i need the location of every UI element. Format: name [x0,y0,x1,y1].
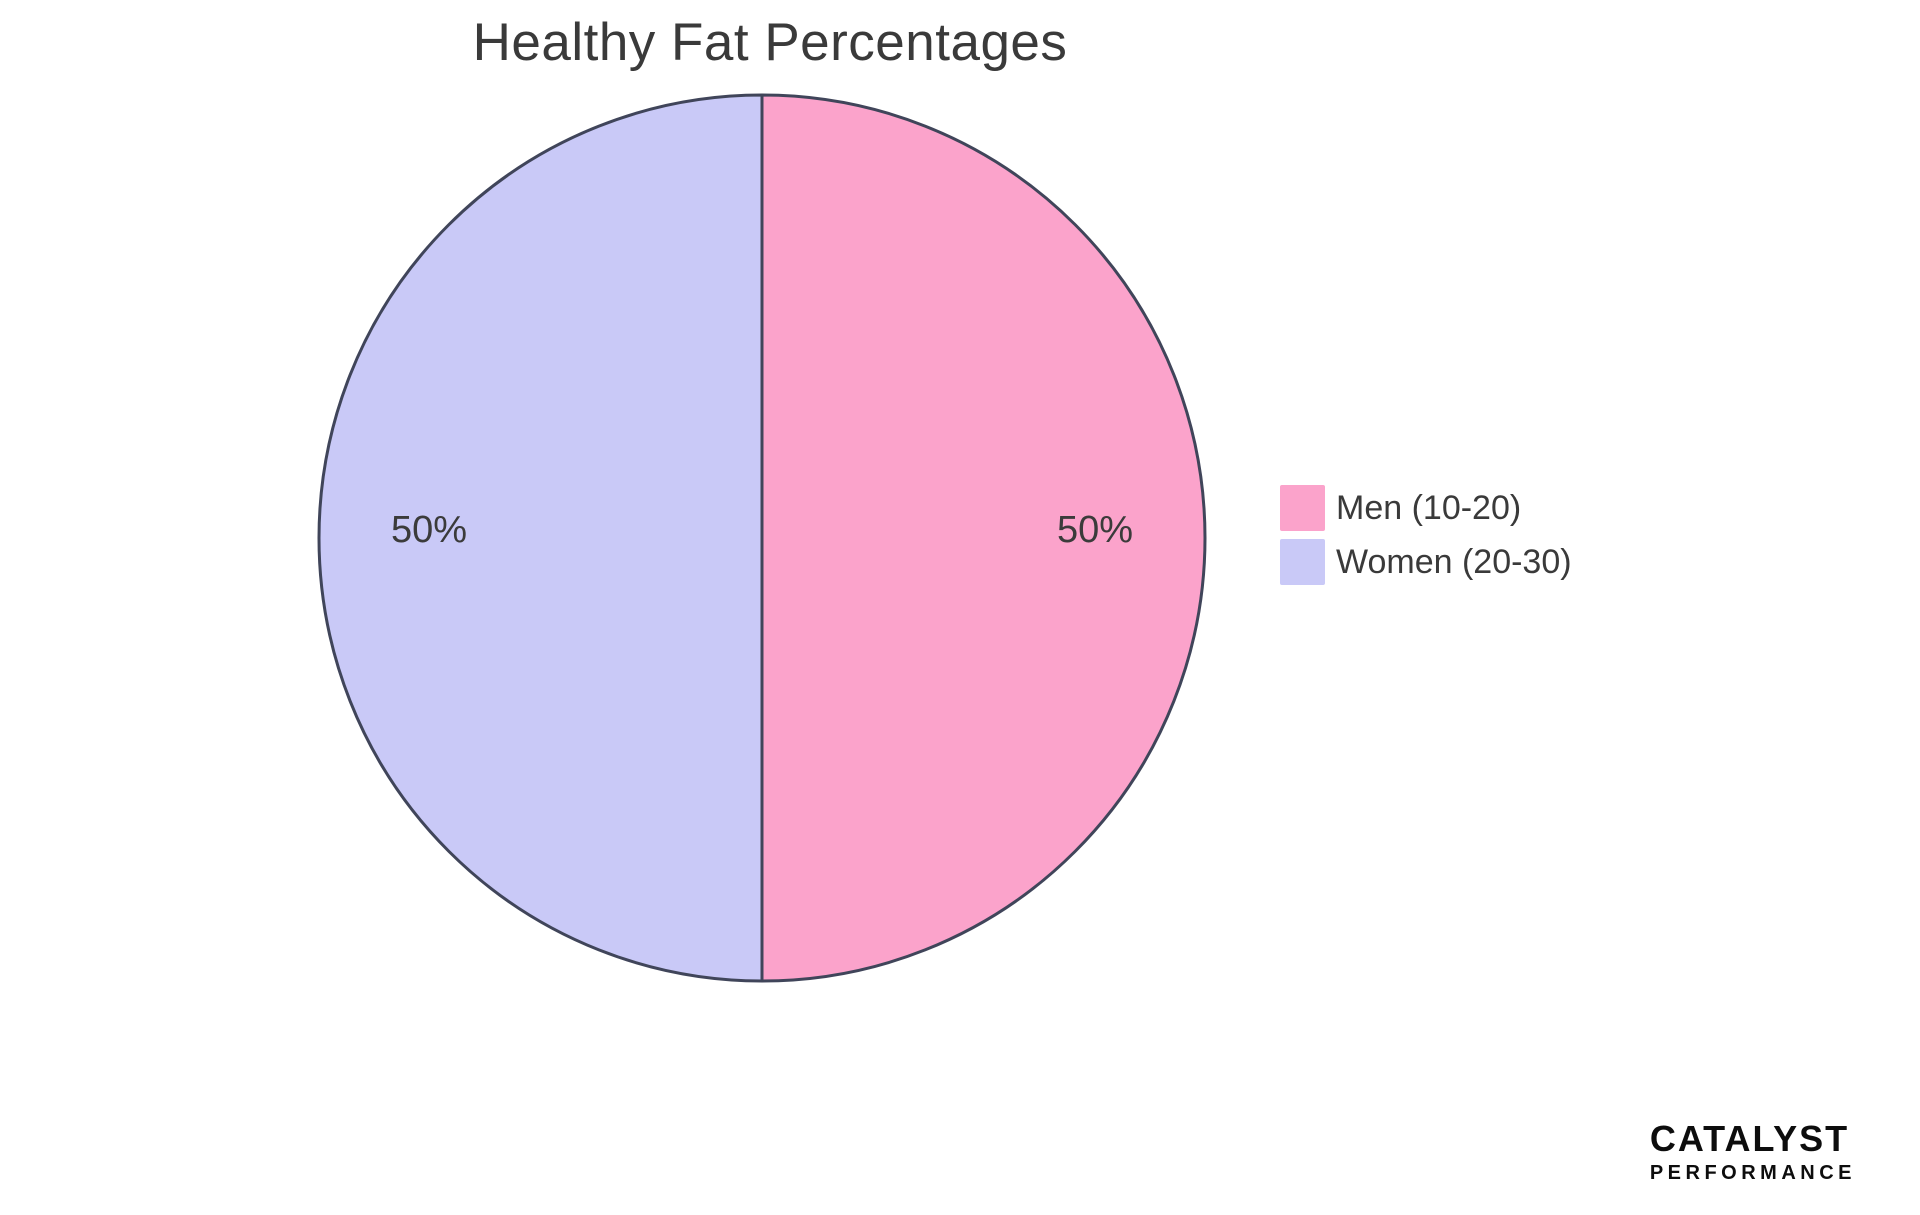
legend-swatch-1 [1280,485,1325,531]
brand-logo: CATALYST PERFORMANCE [1650,1121,1856,1185]
legend-label-1: Men (10-20) [1336,488,1522,527]
legend-item-2[interactable]: Women (20-30) [1280,539,1572,585]
pie-slice-1[interactable] [760,93,1207,983]
pie-labels-group: 50% 50% [391,509,1133,551]
slice-label-1: 50% [1057,509,1133,551]
slice-label-2: 50% [391,509,467,551]
brand-name: CATALYST [1649,1118,1850,1159]
chart-title: Healthy Fat Percentages [472,13,1068,72]
pie-slices-group [317,93,1207,983]
legend-label-2: Women (20-30) [1336,542,1572,581]
legend-swatch-2 [1280,539,1325,585]
brand-subtitle: PERFORMANCE [1649,1162,1856,1184]
legend: Men (10-20) Women (20-30) [1280,485,1572,585]
pie-slice-2[interactable] [317,93,764,983]
legend-item-1[interactable]: Men (10-20) [1280,485,1572,531]
